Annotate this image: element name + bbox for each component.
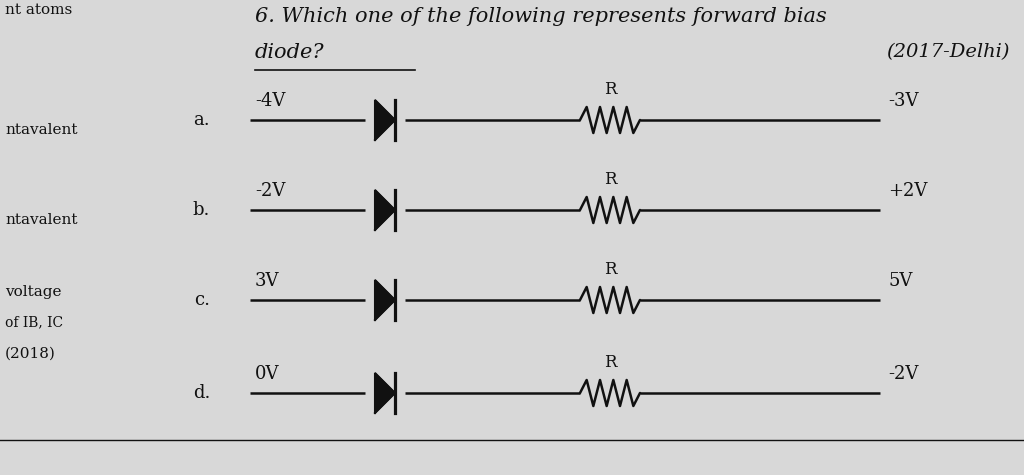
Polygon shape [375,280,395,320]
Polygon shape [375,190,395,230]
Text: ntavalent: ntavalent [5,213,78,227]
Text: -2V: -2V [888,365,919,383]
Polygon shape [375,373,395,413]
Text: +2V: +2V [888,182,928,200]
Text: R: R [604,171,616,188]
Text: of IB, IC: of IB, IC [5,315,63,329]
Text: 5V: 5V [888,272,912,290]
Text: voltage: voltage [5,285,61,299]
Text: diode?: diode? [255,43,325,62]
Polygon shape [375,100,395,140]
Text: nt atoms: nt atoms [5,3,73,17]
Text: b.: b. [193,201,210,219]
Text: 6. Which one of the following represents forward bias: 6. Which one of the following represents… [255,7,826,26]
Text: R: R [604,261,616,278]
Text: (2017-Delhi): (2017-Delhi) [887,43,1010,61]
Text: -4V: -4V [255,92,286,110]
Text: 3V: 3V [255,272,280,290]
Text: 0V: 0V [255,365,280,383]
Text: ntavalent: ntavalent [5,123,78,137]
Text: a.: a. [194,111,210,129]
Text: c.: c. [194,291,210,309]
Text: -3V: -3V [888,92,919,110]
Text: R: R [604,81,616,98]
Text: -2V: -2V [255,182,286,200]
Text: (2018): (2018) [5,347,56,361]
Text: R: R [604,354,616,371]
Text: d.: d. [193,384,210,402]
